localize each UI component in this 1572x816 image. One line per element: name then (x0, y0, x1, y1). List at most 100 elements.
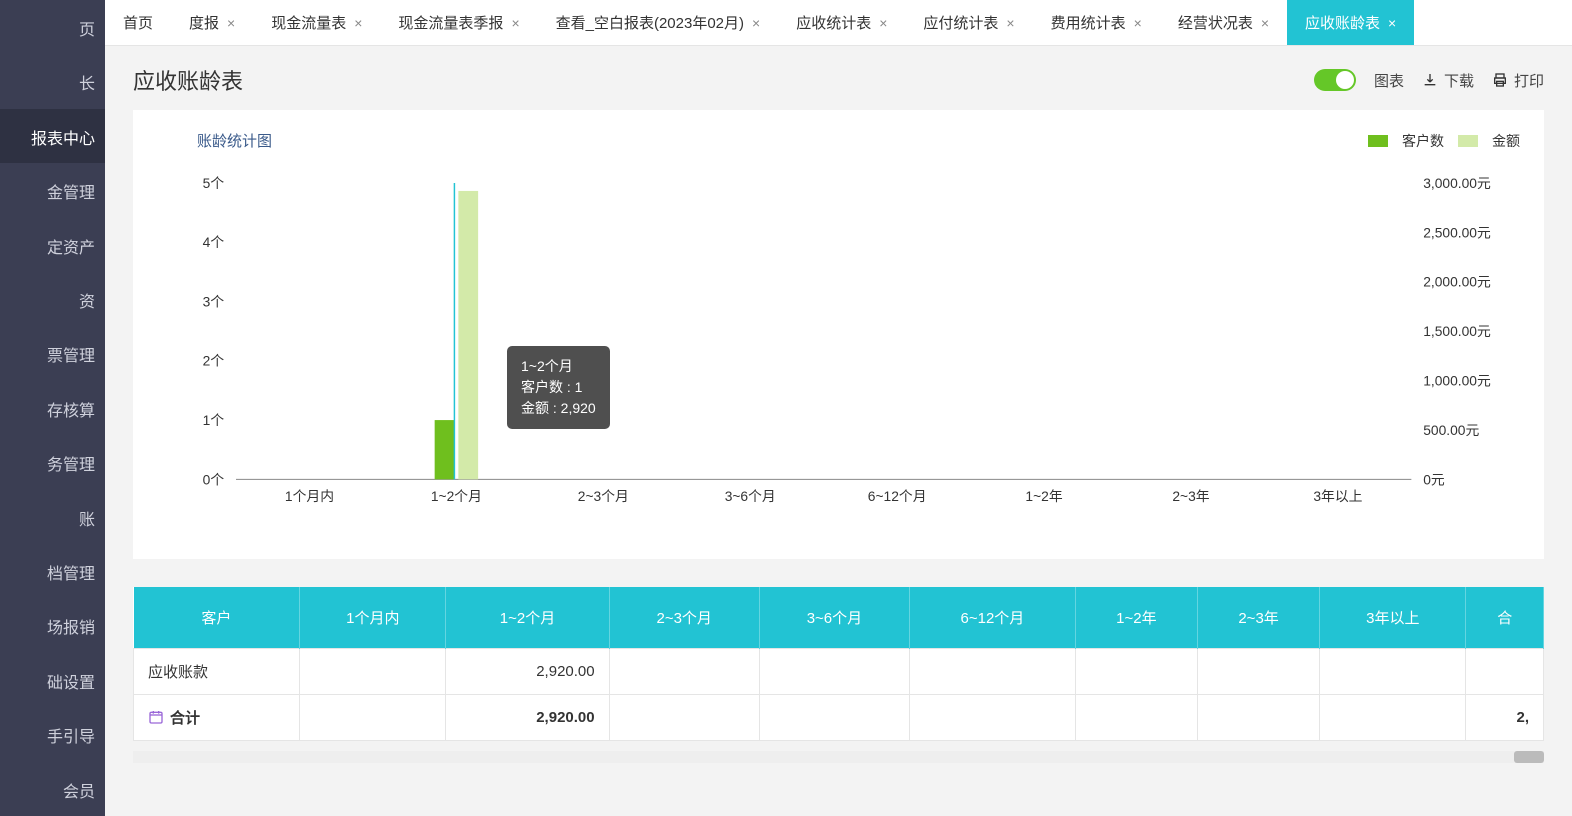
table-cell: 2,920.00 (446, 695, 609, 741)
sidebar-item-8[interactable]: 务管理 (0, 435, 105, 489)
row-label: 应收账款 (134, 649, 300, 695)
aging-bar-chart: 0个1个2个3个4个5个0元500.00元1,000.00元1,500.00元2… (157, 161, 1520, 531)
download-icon (1422, 72, 1438, 88)
svg-text:5个: 5个 (203, 175, 225, 191)
legend-label: 客户数 (1402, 131, 1444, 151)
chart-toggle[interactable] (1314, 69, 1356, 91)
total-label: 合计 (134, 695, 300, 741)
table-cell (910, 649, 1076, 695)
table-cell (1320, 649, 1466, 695)
sidebar-item-13[interactable]: 手引导 (0, 707, 105, 761)
svg-text:1个月内: 1个月内 (285, 488, 334, 504)
close-icon[interactable]: × (227, 15, 235, 31)
close-icon[interactable]: × (879, 15, 887, 31)
tab-3[interactable]: 现金流量表季报 × (380, 0, 537, 45)
table-header-cell: 3年以上 (1320, 587, 1466, 649)
svg-text:1~2年: 1~2年 (1025, 488, 1062, 504)
tab-label: 应收账龄表 (1305, 12, 1380, 33)
svg-text:3个: 3个 (203, 293, 225, 309)
sidebar-item-6[interactable]: 票管理 (0, 326, 105, 380)
tab-7[interactable]: 费用统计表 × (1033, 0, 1160, 45)
svg-text:2~3年: 2~3年 (1172, 488, 1209, 504)
table-cell: 2,920.00 (446, 649, 609, 695)
sidebar-item-14[interactable]: 会员 (0, 762, 105, 816)
tab-label: 应付统计表 (923, 12, 998, 33)
legend-swatch (1458, 135, 1478, 147)
close-icon[interactable]: × (1388, 15, 1396, 31)
tab-4[interactable]: 查看_空白报表(2023年02月)× (538, 0, 779, 45)
svg-text:2,000.00元: 2,000.00元 (1423, 274, 1491, 290)
svg-text:3年以上: 3年以上 (1313, 488, 1362, 504)
svg-text:3~6个月: 3~6个月 (725, 488, 776, 504)
tab-label: 费用统计表 (1051, 12, 1126, 33)
sidebar-item-0[interactable]: 页 (0, 0, 105, 54)
svg-text:1~2个月: 1~2个月 (431, 488, 482, 504)
close-icon[interactable]: × (354, 15, 362, 31)
table-total-row: 合计2,920.002, (134, 695, 1544, 741)
chart-card: 账龄统计图 客户数金额 0个1个2个3个4个5个0元500.00元1,000.0… (133, 110, 1544, 559)
tab-label: 首页 (123, 12, 153, 33)
aging-table: 客户1个月内1~2个月2~3个月3~6个月6~12个月1~2年2~3年3年以上合… (133, 587, 1544, 741)
tab-6[interactable]: 应付统计表 × (905, 0, 1032, 45)
table-cell (1466, 649, 1544, 695)
svg-text:1个: 1个 (203, 412, 225, 428)
svg-text:3,000.00元: 3,000.00元 (1423, 175, 1491, 191)
table-cell (1075, 695, 1197, 741)
svg-text:4个: 4个 (203, 234, 225, 250)
svg-text:0元: 0元 (1423, 471, 1445, 487)
table-header-cell: 合 (1466, 587, 1544, 649)
calendar-icon (148, 709, 164, 725)
tab-label: 现金流量表 (271, 12, 346, 33)
sidebar-item-9[interactable]: 账 (0, 490, 105, 544)
svg-text:500.00元: 500.00元 (1423, 422, 1479, 438)
table-header-row: 客户1个月内1~2个月2~3个月3~6个月6~12个月1~2年2~3年3年以上合 (134, 587, 1544, 649)
sidebar-item-5[interactable]: 资 (0, 272, 105, 326)
table-header-cell: 2~3年 (1197, 587, 1319, 649)
tab-1[interactable]: 度报× (171, 0, 253, 45)
print-button[interactable]: 打印 (1492, 70, 1544, 91)
tab-bar: 首页度报×现金流量表×现金流量表季报×查看_空白报表(2023年02月)×应收统… (105, 0, 1572, 46)
download-label: 下载 (1444, 70, 1474, 91)
svg-text:2,500.00元: 2,500.00元 (1423, 224, 1491, 240)
sidebar-item-11[interactable]: 场报销 (0, 598, 105, 652)
tab-5[interactable]: 应收统计表× (778, 0, 905, 45)
sidebar-item-10[interactable]: 档管理 (0, 544, 105, 598)
close-icon[interactable]: × (1261, 15, 1269, 31)
table-cell (300, 649, 446, 695)
chart-area: 0个1个2个3个4个5个0元500.00元1,000.00元1,500.00元2… (157, 161, 1520, 531)
horizontal-scrollbar[interactable] (133, 751, 1544, 763)
tab-label: 现金流量表季报 (398, 12, 503, 33)
chart-toggle-label: 图表 (1374, 70, 1404, 91)
svg-text:0个: 0个 (203, 471, 225, 487)
table-cell (1320, 695, 1466, 741)
print-label: 打印 (1514, 70, 1544, 91)
tab-0[interactable]: 首页 (105, 0, 171, 45)
svg-text:1,000.00元: 1,000.00元 (1423, 373, 1491, 389)
tab-9[interactable]: 应收账龄表 × (1287, 0, 1414, 45)
table-header-cell: 2~3个月 (609, 587, 759, 649)
close-icon[interactable]: × (1006, 15, 1014, 31)
table-header-cell: 1个月内 (300, 587, 446, 649)
tab-2[interactable]: 现金流量表 × (253, 0, 380, 45)
close-icon[interactable]: × (511, 15, 519, 31)
sidebar-item-2[interactable]: 报表中心 (0, 109, 105, 163)
table-cell (300, 695, 446, 741)
svg-text:6~12个月: 6~12个月 (868, 488, 927, 504)
legend-swatch (1368, 135, 1388, 147)
tab-8[interactable]: 经营状况表× (1160, 0, 1287, 45)
table-header-cell: 3~6个月 (759, 587, 909, 649)
close-icon[interactable]: × (752, 15, 760, 31)
scrollbar-thumb[interactable] (1514, 751, 1544, 763)
sidebar-item-1[interactable]: 长 (0, 54, 105, 108)
table-cell (609, 695, 759, 741)
sidebar-item-12[interactable]: 础设置 (0, 653, 105, 707)
main: 首页度报×现金流量表×现金流量表季报×查看_空白报表(2023年02月)×应收统… (105, 0, 1572, 816)
sidebar-item-7[interactable]: 存核算 (0, 381, 105, 435)
header-actions: 图表 下载 打印 (1314, 69, 1544, 91)
close-icon[interactable]: × (1134, 15, 1142, 31)
table-cell (1075, 649, 1197, 695)
sidebar-item-4[interactable]: 定资产 (0, 218, 105, 272)
sidebar: 页长报表中心金管理定资产资票管理存核算务管理账档管理场报销础设置手引导会员 (0, 0, 105, 816)
download-button[interactable]: 下载 (1422, 70, 1474, 91)
sidebar-item-3[interactable]: 金管理 (0, 163, 105, 217)
